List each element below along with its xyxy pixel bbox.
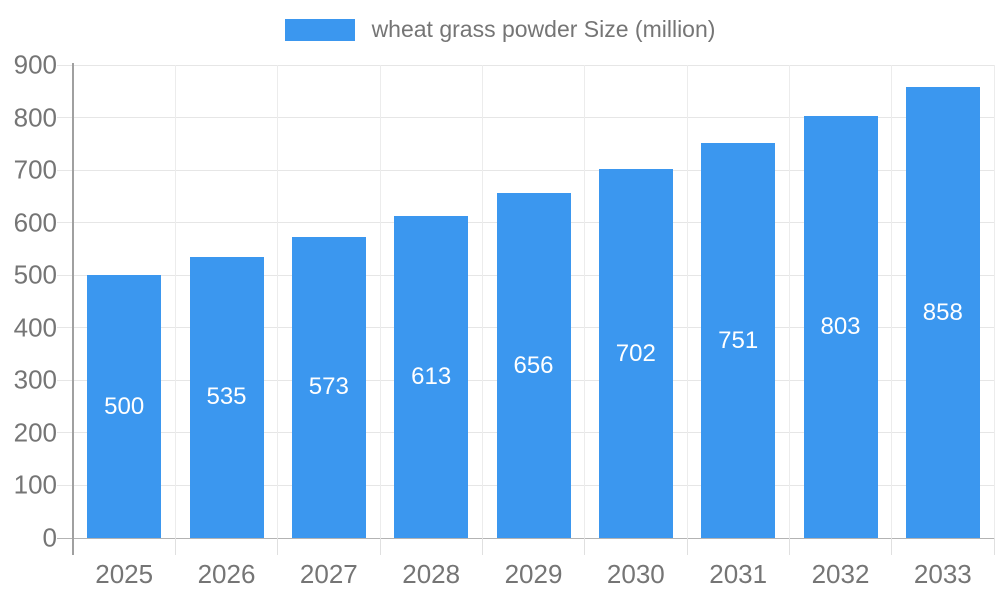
gridline-h (73, 64, 994, 66)
y-tick (57, 484, 73, 486)
bar-value-label: 535 (206, 383, 247, 411)
x-tick-label: 2032 (811, 559, 870, 589)
y-tick (57, 379, 73, 381)
bar (496, 193, 571, 538)
x-tick (788, 538, 790, 555)
bar (291, 236, 366, 538)
y-tick (57, 64, 73, 66)
x-tick (481, 538, 483, 555)
y-tick-label: 800 (13, 102, 57, 133)
y-tick (57, 327, 73, 329)
bar-value-label: 573 (308, 373, 349, 401)
gridline-v (686, 65, 688, 538)
y-tick-label: 400 (13, 312, 57, 343)
y-axis-labels: 0 100 200 300 400 500 600 700 800 900 (0, 50, 57, 553)
bar (87, 275, 162, 538)
y-tick (57, 117, 73, 119)
bar-value-label: 751 (718, 326, 759, 354)
x-tick-label: 2028 (402, 559, 461, 589)
x-tick (993, 538, 995, 555)
legend-swatch (284, 18, 355, 41)
bar-value-label: 656 (513, 351, 554, 379)
x-tick-label: 2029 (504, 559, 563, 589)
y-tick-label: 600 (13, 207, 57, 238)
gridline-v (993, 65, 995, 538)
x-tick (584, 538, 586, 555)
bar-value-label: 613 (411, 362, 452, 390)
x-tick-label: 2031 (709, 559, 768, 589)
y-tick-label: 200 (13, 417, 57, 448)
bar-value-label: 500 (104, 392, 145, 420)
x-tick-label: 2026 (197, 559, 256, 589)
gridline-v (379, 65, 381, 538)
x-tick (379, 538, 381, 555)
x-tick (686, 538, 688, 555)
gridline-v (891, 65, 893, 538)
y-tick-label: 700 (13, 154, 57, 185)
gridline-h (73, 117, 994, 119)
y-tick-label: 300 (13, 364, 57, 395)
bar (803, 115, 878, 538)
plot-area: 500 535 573 613 656 702 751 803 858 (57, 63, 995, 555)
legend-label: wheat grass powder Size (million) (371, 16, 716, 42)
y-tick-label: 0 (42, 522, 57, 553)
x-axis-labels: 2025 2026 2027 2028 2029 2030 2031 2032 2033 (73, 559, 994, 595)
y-tick (57, 432, 73, 434)
x-tick-label: 2033 (913, 559, 972, 589)
bar (394, 215, 469, 538)
bar (905, 87, 980, 538)
y-tick-label: 900 (13, 49, 57, 80)
x-tick-label: 2030 (606, 559, 665, 589)
bar-value-label: 702 (615, 339, 656, 367)
y-axis-line (72, 63, 74, 555)
x-tick-label: 2025 (95, 559, 154, 589)
y-tick-label: 100 (13, 469, 57, 500)
x-tick (277, 538, 279, 555)
gridline-h (73, 169, 994, 171)
y-tick (57, 537, 73, 539)
gridline-v (277, 65, 279, 538)
bar-value-label: 803 (820, 312, 861, 340)
bar (701, 143, 776, 538)
gridline-v (481, 65, 483, 538)
bar (189, 256, 264, 538)
y-tick (57, 274, 73, 276)
bar-value-label: 858 (922, 298, 963, 326)
gridline-v (174, 65, 176, 538)
bar (598, 169, 673, 538)
x-tick (174, 538, 176, 555)
legend: wheat grass powder Size (million) (0, 16, 1000, 43)
y-tick (57, 222, 73, 224)
x-tick-label: 2027 (299, 559, 358, 589)
y-tick (57, 169, 73, 171)
y-tick-label: 500 (13, 259, 57, 290)
gridline-v (788, 65, 790, 538)
gridline-h (73, 537, 994, 539)
x-tick (891, 538, 893, 555)
gridline-v (584, 65, 586, 538)
